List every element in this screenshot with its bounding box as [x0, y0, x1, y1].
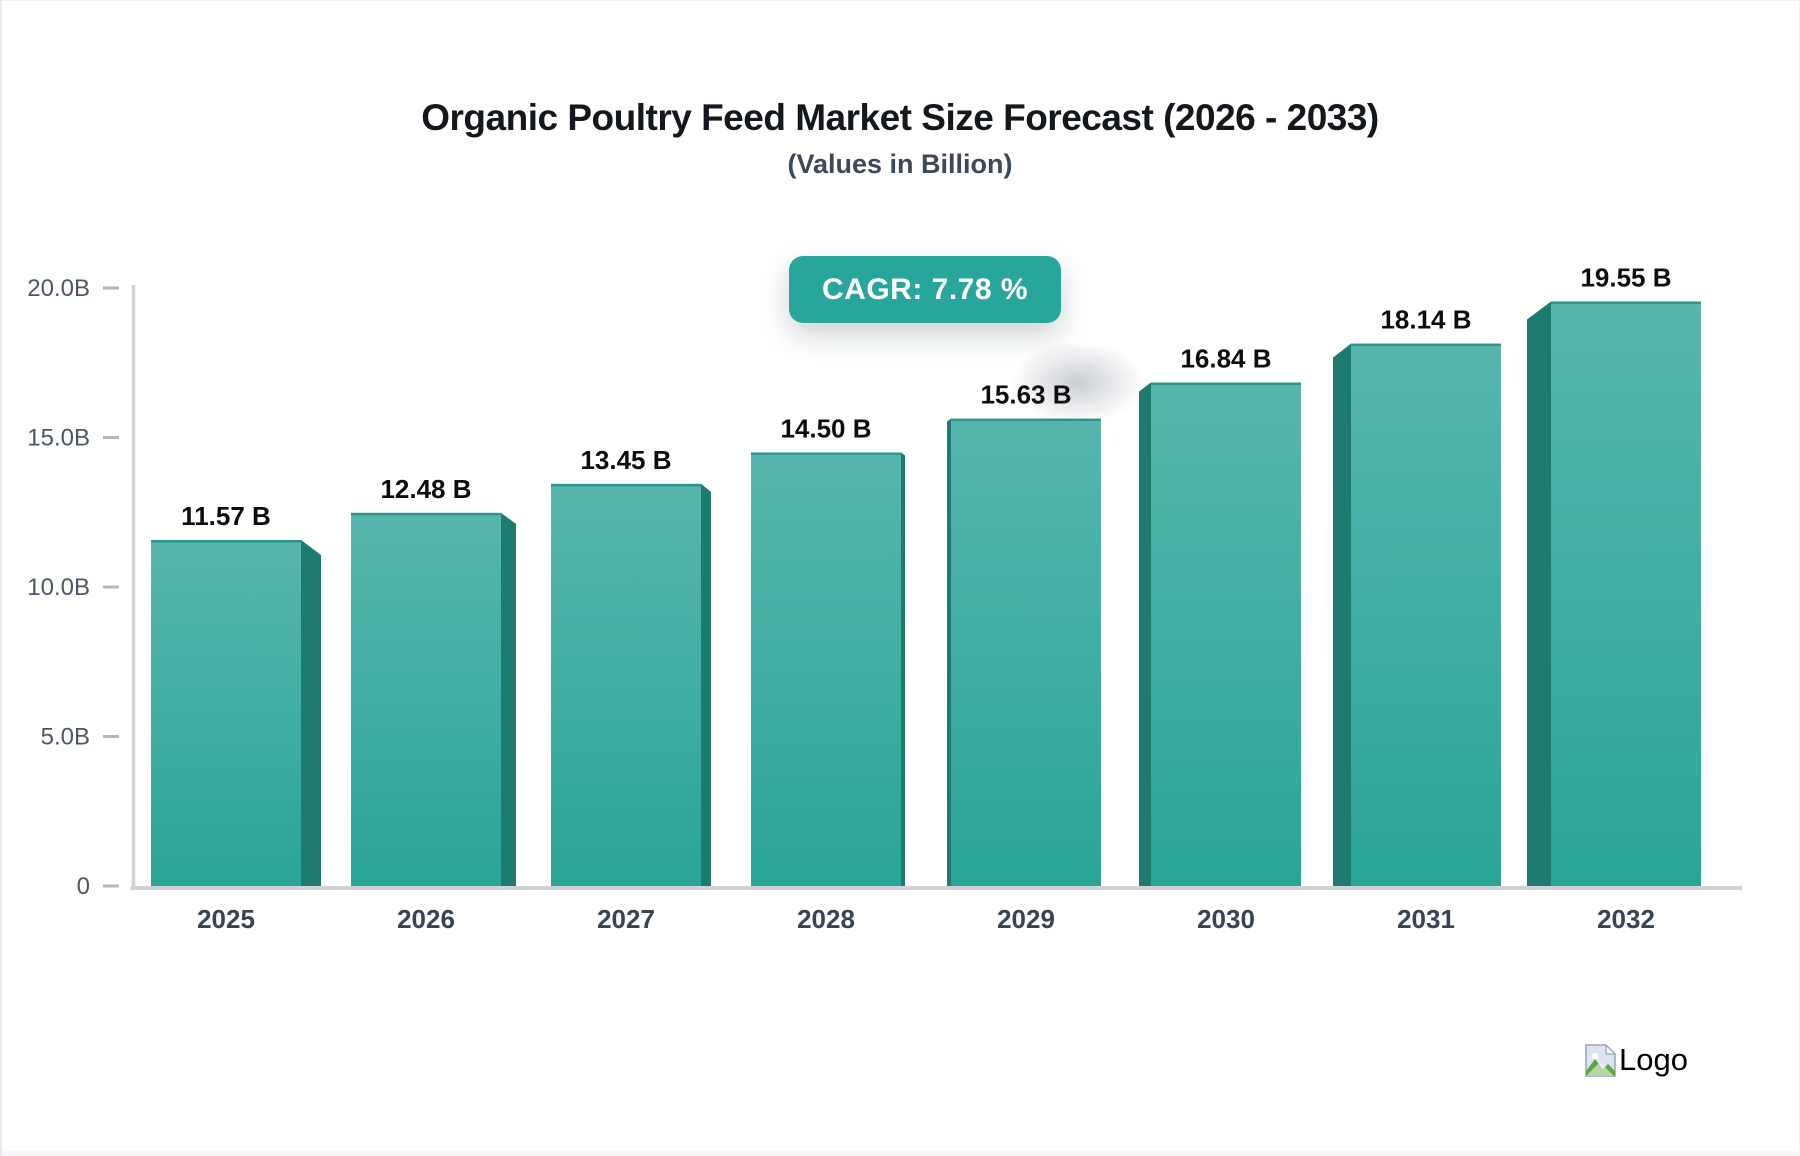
- bar-value-label-2027: 13.45 B: [580, 445, 671, 475]
- bar-value-label-2029: 15.63 B: [980, 380, 1071, 410]
- bar-2025: [151, 540, 301, 886]
- x-tick-label-2027: 2027: [597, 904, 655, 934]
- chart-subtitle: (Values in Billion): [787, 149, 1013, 179]
- bar-side-2028: [901, 452, 905, 886]
- bar-value-label-2025: 11.57 B: [181, 501, 271, 531]
- x-tick-label-2030: 2030: [1197, 904, 1255, 934]
- x-tick-label-2032: 2032: [1597, 904, 1655, 934]
- broken-image-icon: [1585, 1043, 1617, 1077]
- bar-side-2032: [1527, 301, 1551, 887]
- x-tick-label-2028: 2028: [797, 904, 855, 934]
- bar-value-label-2031: 18.14 B: [1380, 305, 1471, 335]
- bar-value-label-2032: 19.55 B: [1580, 262, 1671, 292]
- x-tick-label-2025: 2025: [197, 904, 255, 934]
- y-tick-label-5: 5.0B: [41, 724, 90, 751]
- bar-2030: [1151, 382, 1301, 886]
- bar-side-2030: [1139, 382, 1151, 886]
- x-tick-label-2029: 2029: [997, 904, 1055, 934]
- bar-2028: [751, 452, 901, 886]
- cagr-badge: CAGR: 7.78 %: [789, 256, 1062, 323]
- y-tick-label-10: 10.0B: [27, 574, 90, 601]
- bar-side-2027: [701, 483, 711, 886]
- bar-side-2025: [301, 540, 321, 886]
- bar-2027: [551, 483, 701, 886]
- bar-side-2026: [501, 512, 516, 886]
- bar-2026: [351, 512, 501, 886]
- bar-2031: [1351, 343, 1501, 886]
- x-tick-label-2031: 2031: [1397, 904, 1455, 934]
- y-tick-label-20: 20.0B: [27, 275, 90, 302]
- bar-2032: [1551, 301, 1701, 887]
- logo: Logo: [1583, 1041, 1688, 1079]
- bar-value-label-2028: 14.50 B: [780, 413, 871, 443]
- bar-2029: [951, 418, 1101, 886]
- y-tick-label-0: 0: [77, 873, 90, 900]
- bar-value-label-2026: 12.48 B: [380, 474, 471, 504]
- chart-title: Organic Poultry Feed Market Size Forecas…: [421, 97, 1379, 138]
- bar-side-2029: [947, 418, 951, 886]
- bar-side-2031: [1333, 343, 1351, 886]
- bar-value-label-2030: 16.84 B: [1180, 343, 1271, 373]
- y-tick-label-15: 15.0B: [27, 425, 90, 452]
- logo-text: Logo: [1619, 1042, 1688, 1077]
- x-tick-label-2026: 2026: [397, 904, 455, 934]
